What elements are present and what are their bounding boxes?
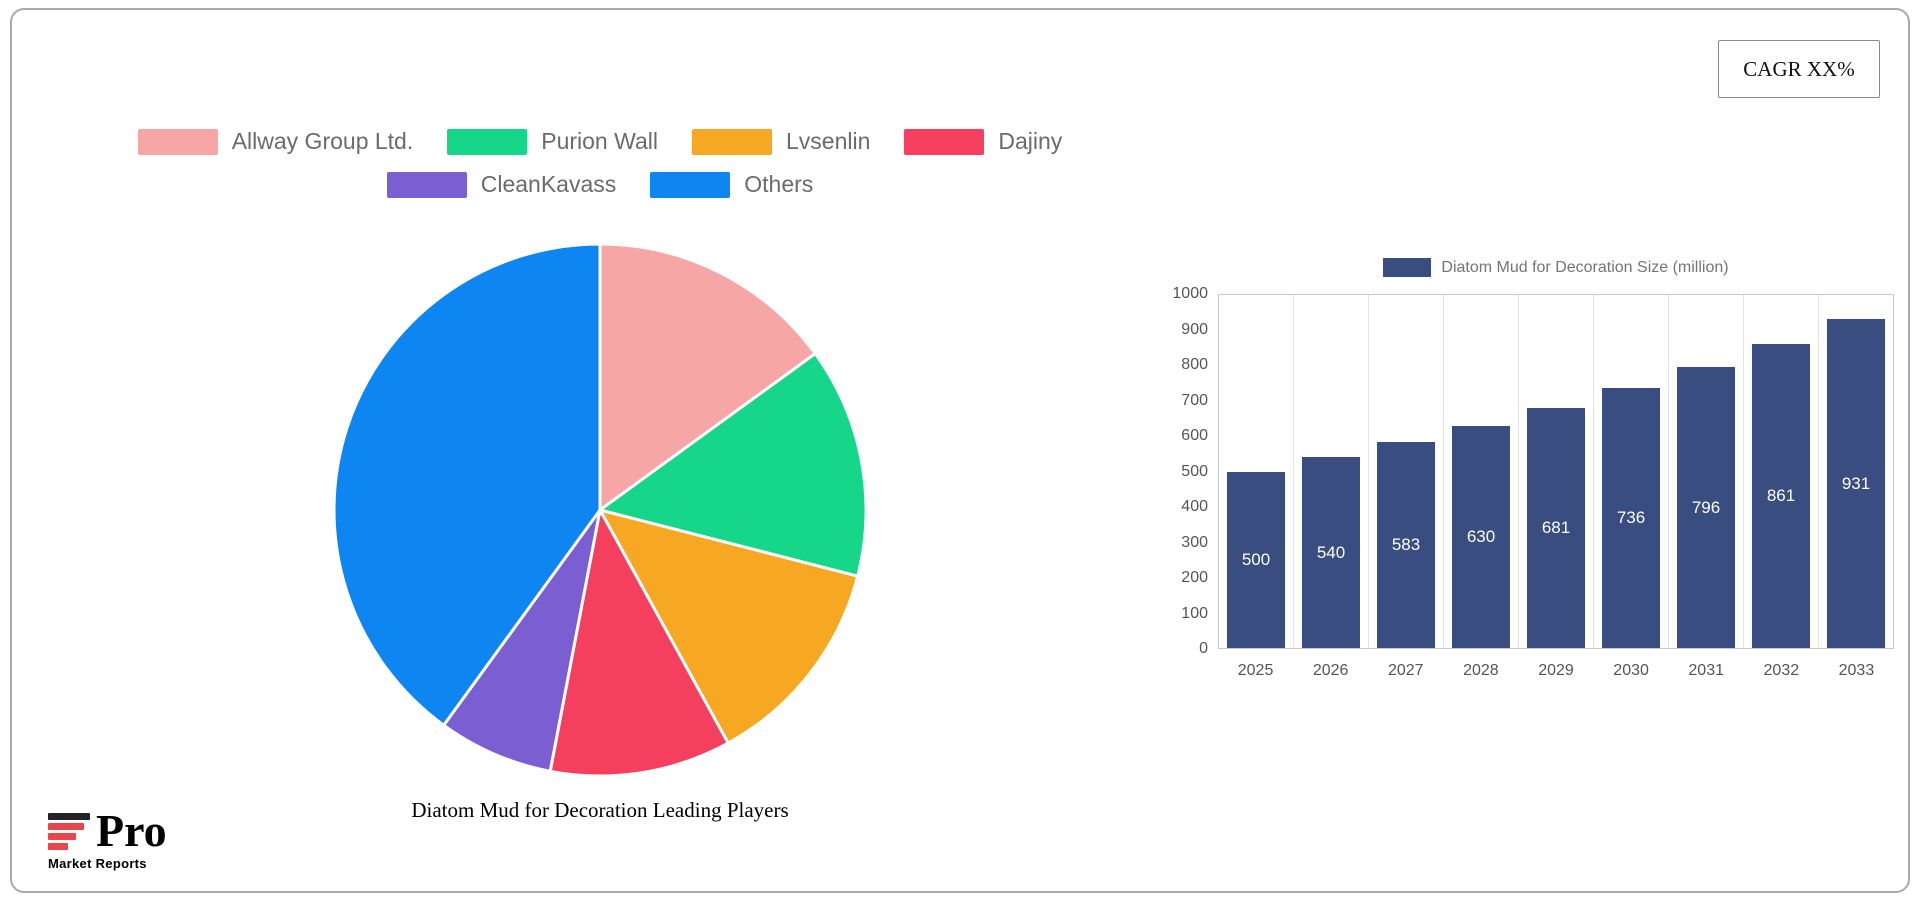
pie-slice-lvsenlin bbox=[598, 508, 860, 745]
bar-value-label: 500 bbox=[1241, 549, 1271, 569]
bar-2029: 681 bbox=[1527, 407, 1585, 648]
pie-legend-swatch bbox=[447, 128, 528, 155]
pie-legend-item: Dajiny bbox=[904, 128, 1062, 155]
y-axis-tick: 100 bbox=[1181, 604, 1208, 622]
logo-name: Pro bbox=[96, 805, 167, 856]
bar-legend-label: Diatom Mud for Decoration Size (million) bbox=[1441, 258, 1729, 276]
x-axis-tick: 2028 bbox=[1463, 662, 1499, 679]
pie-legend-swatch bbox=[386, 171, 467, 198]
bar-column: 583 bbox=[1368, 295, 1443, 648]
y-axis-tick: 900 bbox=[1181, 320, 1208, 338]
pie-slice-allway-group-ltd bbox=[598, 242, 817, 512]
pie-legend-swatch bbox=[650, 171, 731, 198]
x-axis-tick: 2032 bbox=[1763, 662, 1800, 679]
y-axis-tick: 400 bbox=[1181, 498, 1208, 515]
pie-legend-label: Others bbox=[744, 171, 814, 197]
x-axis-tick: 2025 bbox=[1237, 662, 1274, 679]
pie-legend-label: Lvsenlin bbox=[785, 128, 871, 154]
cagr-badge: CAGR XX% bbox=[1718, 40, 1880, 98]
x-axis-tick: 2031 bbox=[1688, 662, 1724, 679]
bar-value-label: 736 bbox=[1616, 508, 1646, 528]
pie-legend: Allway Group Ltd. Purion Wall Lvsenlin Daji… bbox=[85, 128, 1115, 198]
pie-legend-item: CleanKavass bbox=[386, 171, 617, 198]
bar-column: 861 bbox=[1743, 295, 1818, 648]
pie-legend-swatch bbox=[137, 128, 218, 155]
y-axis-tick: 600 bbox=[1181, 427, 1208, 444]
pie-legend-swatch bbox=[691, 128, 772, 155]
y-axis-tick: 700 bbox=[1181, 391, 1208, 409]
pie-chart bbox=[332, 242, 868, 778]
bar-2026: 540 bbox=[1302, 457, 1360, 648]
x-axis-tick: 2033 bbox=[1838, 662, 1875, 679]
bar-chart-y-axis: 1000 900 800 700 600 500 400 300 200 100 0 bbox=[1118, 285, 1208, 657]
bar-chart-x-axis: 2025 2026 2027 2028 2029 2030 2031 2032 2033 bbox=[1218, 662, 1894, 680]
logo-bars-icon bbox=[48, 812, 92, 850]
bar-2030: 736 bbox=[1602, 388, 1660, 648]
bar-value-label: 681 bbox=[1541, 517, 1571, 537]
cagr-label: CAGR XX% bbox=[1743, 56, 1855, 81]
y-axis-tick: 0 bbox=[1199, 640, 1208, 657]
bar-value-label: 583 bbox=[1391, 535, 1421, 555]
bar-column: 931 bbox=[1818, 295, 1893, 648]
bar-value-label: 796 bbox=[1691, 497, 1721, 517]
y-axis-tick: 1000 bbox=[1172, 285, 1208, 302]
bar-chart-plot: 500 540 583 630 681 736 796 861 931 bbox=[1218, 294, 1894, 649]
pie-legend-label: CleanKavass bbox=[480, 171, 617, 197]
pie-slice-purion-wall bbox=[598, 352, 868, 578]
bar-column: 540 bbox=[1293, 295, 1368, 648]
bar-column: 630 bbox=[1443, 295, 1518, 648]
bar-value-label: 861 bbox=[1766, 486, 1796, 506]
pie-title: Diatom Mud for Decoration Leading Player… bbox=[411, 798, 789, 822]
x-axis-tick: 2030 bbox=[1613, 662, 1649, 679]
y-axis-tick: 500 bbox=[1181, 462, 1208, 480]
pie-legend-item: Lvsenlin bbox=[691, 128, 871, 155]
y-axis-tick: 800 bbox=[1181, 356, 1208, 373]
pie-legend-label: Dajiny bbox=[998, 128, 1063, 154]
bar-value-label: 931 bbox=[1841, 473, 1871, 493]
pie-legend-item: Allway Group Ltd. bbox=[137, 128, 414, 155]
pie-legend-label: Allway Group Ltd. bbox=[231, 128, 414, 154]
x-axis-tick: 2029 bbox=[1538, 662, 1574, 679]
bar-2033: 931 bbox=[1827, 319, 1885, 648]
bar-2025: 500 bbox=[1227, 471, 1285, 648]
pie-slice-cleankavass bbox=[442, 508, 602, 773]
bar-value-label: 540 bbox=[1316, 542, 1346, 562]
report-card: CAGR XX% Allway Group Ltd. Purion Wall Lvs… bbox=[10, 8, 1910, 893]
bar-2027: 583 bbox=[1377, 442, 1435, 648]
pie-slice-others bbox=[332, 242, 602, 727]
bar-2031: 796 bbox=[1677, 367, 1735, 648]
bar-legend-swatch bbox=[1383, 258, 1432, 277]
bar-column: 500 bbox=[1219, 295, 1293, 648]
logo-subtitle: Market Reports bbox=[48, 856, 147, 871]
bar-2032: 861 bbox=[1752, 344, 1810, 648]
y-axis-tick: 200 bbox=[1181, 569, 1208, 586]
pie-slice-dajiny bbox=[548, 508, 730, 778]
bar-column: 796 bbox=[1668, 295, 1743, 648]
pie-legend-label: Purion Wall bbox=[541, 128, 658, 154]
logo-pro-market-reports: Pro Market Reports bbox=[48, 808, 167, 871]
bar-2028: 630 bbox=[1452, 425, 1510, 648]
y-axis-tick: 300 bbox=[1181, 533, 1208, 551]
pie-legend-item: Others bbox=[650, 171, 813, 198]
bar-column: 681 bbox=[1518, 295, 1593, 648]
bar-legend: Diatom Mud for Decoration Size (million) bbox=[1218, 258, 1894, 277]
x-axis-tick: 2027 bbox=[1387, 662, 1424, 679]
bar-value-label: 630 bbox=[1466, 526, 1496, 546]
pie-legend-item: Purion Wall bbox=[447, 128, 658, 155]
bar-column: 736 bbox=[1593, 295, 1668, 648]
pie-legend-swatch bbox=[904, 128, 985, 155]
x-axis-tick: 2026 bbox=[1312, 662, 1349, 679]
